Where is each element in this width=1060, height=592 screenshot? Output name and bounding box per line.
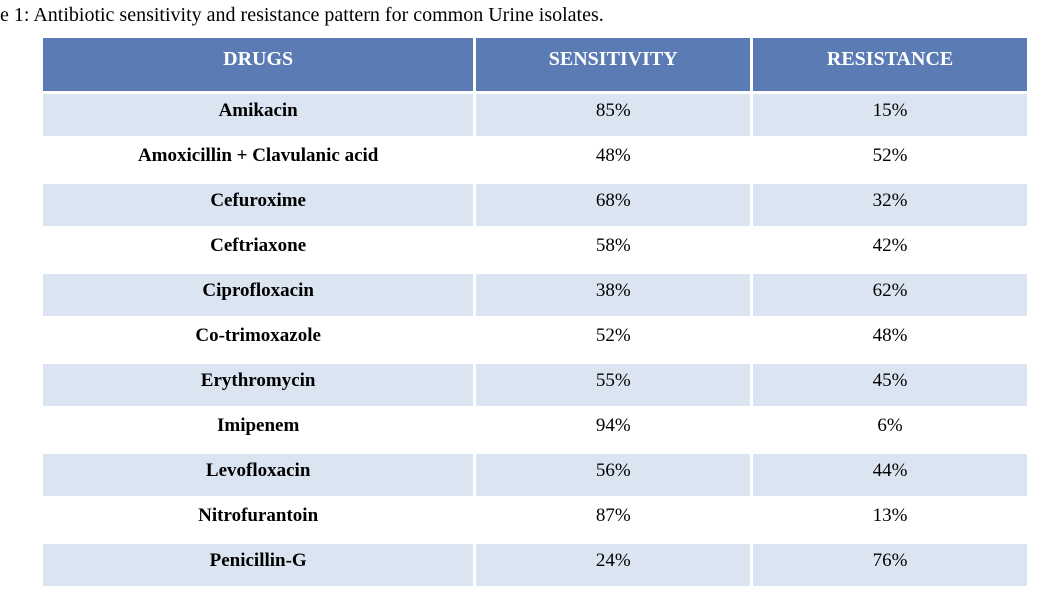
table-row: Nitrofurantoin87%13% xyxy=(43,499,1027,541)
cell-sensitivity: 68% xyxy=(476,184,750,226)
table-row: Amoxicillin + Clavulanic acid48%52% xyxy=(43,139,1027,181)
cell-drug: Levofloxacin xyxy=(43,454,473,496)
sensitivity-table: DRUGS SENSITIVITY RESISTANCE Amikacin85%… xyxy=(40,35,1030,589)
cell-resistance: 45% xyxy=(753,364,1027,406)
table-row: Co-trimoxazole52%48% xyxy=(43,319,1027,361)
cell-drug: Ciprofloxacin xyxy=(43,274,473,316)
cell-resistance: 6% xyxy=(753,409,1027,451)
cell-resistance: 44% xyxy=(753,454,1027,496)
table-body: Amikacin85%15%Amoxicillin + Clavulanic a… xyxy=(43,94,1027,586)
cell-sensitivity: 48% xyxy=(476,139,750,181)
cell-drug: Ceftriaxone xyxy=(43,229,473,271)
cell-drug: Amoxicillin + Clavulanic acid xyxy=(43,139,473,181)
cell-drug: Cefuroxime xyxy=(43,184,473,226)
cell-sensitivity: 24% xyxy=(476,544,750,586)
cell-resistance: 15% xyxy=(753,94,1027,136)
table-row: Ciprofloxacin38%62% xyxy=(43,274,1027,316)
header-resistance: RESISTANCE xyxy=(753,38,1027,91)
cell-drug: Nitrofurantoin xyxy=(43,499,473,541)
table-row: Erythromycin55%45% xyxy=(43,364,1027,406)
cell-sensitivity: 85% xyxy=(476,94,750,136)
cell-resistance: 62% xyxy=(753,274,1027,316)
table-row: Levofloxacin56%44% xyxy=(43,454,1027,496)
cell-drug: Co-trimoxazole xyxy=(43,319,473,361)
cell-drug: Penicillin-G xyxy=(43,544,473,586)
cell-sensitivity: 55% xyxy=(476,364,750,406)
cell-sensitivity: 56% xyxy=(476,454,750,496)
cell-sensitivity: 38% xyxy=(476,274,750,316)
cell-resistance: 48% xyxy=(753,319,1027,361)
cell-resistance: 76% xyxy=(753,544,1027,586)
table-row: Amikacin85%15% xyxy=(43,94,1027,136)
header-sensitivity: SENSITIVITY xyxy=(476,38,750,91)
cell-resistance: 32% xyxy=(753,184,1027,226)
table-caption: e 1: Antibiotic sensitivity and resistan… xyxy=(0,0,1060,35)
header-drugs: DRUGS xyxy=(43,38,473,91)
cell-drug: Amikacin xyxy=(43,94,473,136)
cell-sensitivity: 87% xyxy=(476,499,750,541)
table-row: Cefuroxime68%32% xyxy=(43,184,1027,226)
table-row: Imipenem94%6% xyxy=(43,409,1027,451)
table-row: Ceftriaxone58%42% xyxy=(43,229,1027,271)
cell-resistance: 42% xyxy=(753,229,1027,271)
cell-sensitivity: 52% xyxy=(476,319,750,361)
table-container: DRUGS SENSITIVITY RESISTANCE Amikacin85%… xyxy=(0,35,1060,589)
cell-resistance: 52% xyxy=(753,139,1027,181)
cell-sensitivity: 94% xyxy=(476,409,750,451)
cell-resistance: 13% xyxy=(753,499,1027,541)
table-header-row: DRUGS SENSITIVITY RESISTANCE xyxy=(43,38,1027,91)
cell-drug: Erythromycin xyxy=(43,364,473,406)
cell-drug: Imipenem xyxy=(43,409,473,451)
table-row: Penicillin-G24%76% xyxy=(43,544,1027,586)
cell-sensitivity: 58% xyxy=(476,229,750,271)
